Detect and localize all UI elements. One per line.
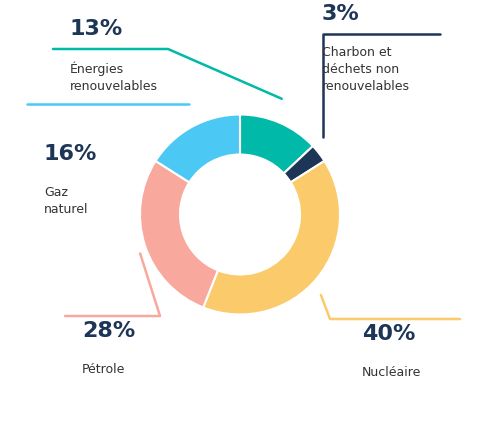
Text: 3%: 3% bbox=[322, 4, 360, 24]
Wedge shape bbox=[284, 146, 325, 182]
Wedge shape bbox=[203, 161, 340, 314]
Text: 28%: 28% bbox=[82, 321, 135, 341]
Text: 16%: 16% bbox=[44, 144, 98, 164]
Circle shape bbox=[180, 155, 300, 274]
Text: Gaz
naturel: Gaz naturel bbox=[44, 186, 88, 216]
Text: Nucléaire: Nucléaire bbox=[362, 366, 422, 379]
Text: 40%: 40% bbox=[362, 324, 416, 344]
Text: 13%: 13% bbox=[70, 19, 123, 39]
Wedge shape bbox=[156, 115, 240, 182]
Wedge shape bbox=[140, 161, 218, 308]
Text: Énergies
renouvelables: Énergies renouvelables bbox=[70, 61, 158, 93]
Text: Charbon et
déchets non
renouvelables: Charbon et déchets non renouvelables bbox=[322, 46, 410, 93]
Text: Pétrole: Pétrole bbox=[82, 363, 126, 376]
Wedge shape bbox=[240, 115, 313, 173]
